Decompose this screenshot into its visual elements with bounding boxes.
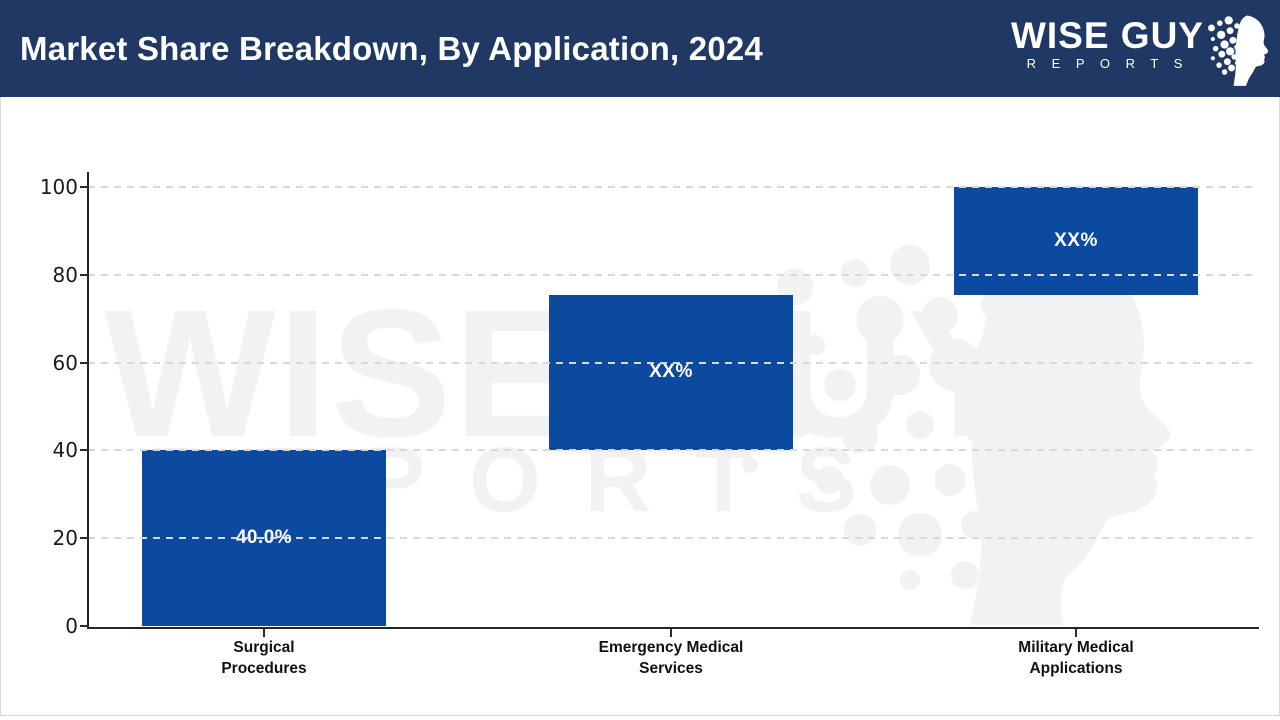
x-category-label-line: Military Medical (1018, 639, 1134, 656)
y-tick-label: 80 (52, 262, 78, 287)
y-tick-mark (80, 449, 88, 452)
x-tick-mark (1075, 629, 1077, 637)
x-category-label: Emergency Medical Services (511, 637, 831, 679)
y-tick-mark (80, 361, 88, 364)
bar-3: XX% (954, 187, 1198, 295)
logo-text: WISE GUY R E P O R T S (1011, 16, 1204, 72)
y-tick-mark (80, 273, 88, 276)
header-band: Market Share Breakdown, By Application, … (0, 0, 1280, 97)
gridline-y-100 (88, 186, 1258, 188)
bar-2: XX% (549, 294, 793, 451)
y-tick-label: 40 (52, 438, 78, 463)
gridline-y-40 (88, 449, 1258, 452)
x-tick-mark (263, 629, 265, 637)
wise-guy-reports-logo: WISE GUY R E P O R T S (1011, 4, 1270, 94)
y-tick-label: 0 (65, 614, 78, 638)
y-tick-mark (80, 625, 88, 627)
y-tick-label: 20 (52, 526, 78, 551)
gridline-y-20 (88, 537, 1258, 540)
bar-value-label: XX% (649, 361, 693, 383)
x-category-label-line: Applications (1029, 660, 1123, 677)
x-category-label: Surgical Procedures (104, 637, 424, 679)
y-tick-label: 60 (52, 350, 78, 375)
x-tick-mark (670, 629, 672, 637)
logo-brand-name: WISE GUY (1010, 15, 1204, 56)
x-category-label-line: Surgical (233, 639, 295, 656)
gridline-y-60 (88, 361, 1258, 364)
y-tick-mark (80, 537, 88, 540)
logo-brand-subtitle: R E P O R T S (1026, 56, 1189, 71)
logo-head-icon (1208, 15, 1268, 86)
x-category-label-line: Procedures (221, 660, 307, 677)
y-axis-line (87, 172, 89, 628)
x-category-label-line: Emergency Medical (598, 639, 744, 656)
bar-value-label: XX% (1054, 229, 1098, 251)
x-category-label-line: Services (639, 660, 703, 677)
gridline-y-80 (88, 273, 1258, 276)
y-tick-label: 100 (39, 175, 78, 199)
x-category-label: Military Medical Applications (916, 637, 1236, 679)
y-tick-mark (80, 186, 88, 188)
x-axis-line (87, 627, 1259, 629)
page-title: Market Share Breakdown, By Application, … (20, 29, 763, 67)
